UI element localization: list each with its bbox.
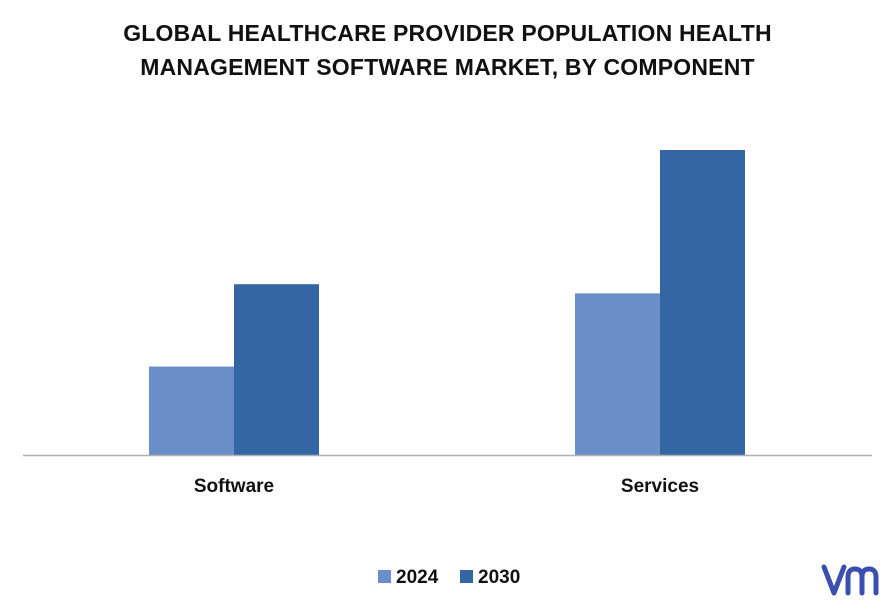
- chart-title: GLOBAL HEALTHCARE PROVIDER POPULATION HE…: [0, 16, 895, 84]
- x-tick-label-software: Software: [194, 476, 274, 497]
- vmr-logo: [821, 564, 879, 596]
- legend-swatch-2024: [378, 570, 391, 583]
- legend-swatch-2030: [460, 570, 473, 583]
- legend-label-2024: 2024: [396, 567, 439, 588]
- bar-services-2024: [575, 293, 660, 455]
- x-tick-label-services: Services: [621, 476, 699, 497]
- x-tick-labels: Software Services: [194, 476, 699, 497]
- legend: 2024 2030: [378, 567, 520, 588]
- bars-group: [149, 150, 745, 455]
- legend-label-2030: 2030: [478, 567, 520, 588]
- chart-title-line-1: GLOBAL HEALTHCARE PROVIDER POPULATION HE…: [123, 20, 772, 46]
- chart-title-line-2: MANAGEMENT SOFTWARE MARKET, BY COMPONENT: [140, 54, 755, 80]
- bar-software-2030: [234, 284, 319, 455]
- bar-software-2024: [149, 366, 234, 455]
- bar-services-2030: [660, 150, 745, 455]
